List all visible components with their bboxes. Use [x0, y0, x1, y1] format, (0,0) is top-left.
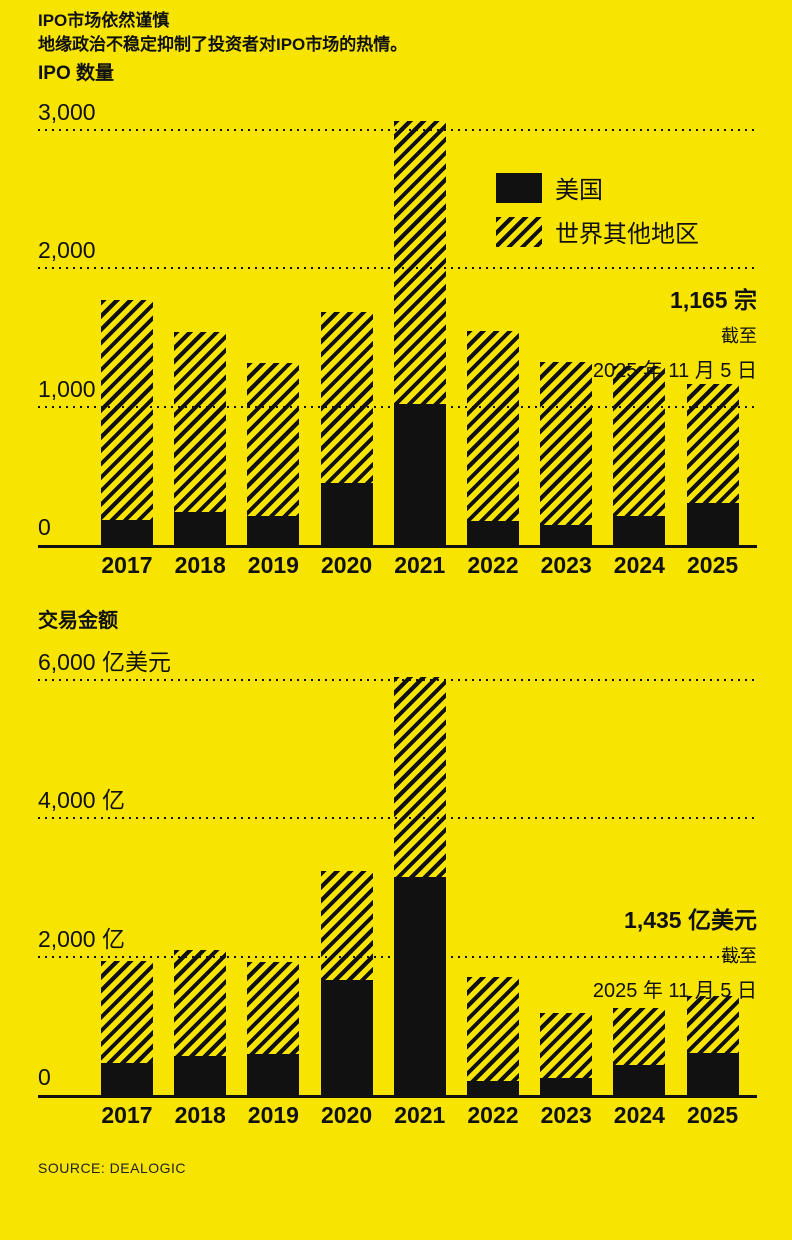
bar-us-2023 — [540, 524, 593, 545]
x-tick-label-2024: 2024 — [613, 552, 665, 578]
bar-us-2019 — [247, 1054, 300, 1095]
bar-us-2023 — [540, 1077, 593, 1095]
x-tick-label-2020: 2020 — [321, 552, 373, 578]
bar-rest-of-world-2020 — [320, 871, 373, 981]
chart2-annotation-value: 1,435 亿美元 — [624, 907, 757, 933]
legend: 美国 世界其他地区 — [496, 170, 699, 258]
x-tick-label-2018: 2018 — [174, 552, 226, 578]
x-tick-label-2019: 2019 — [247, 552, 299, 578]
y-tick-label: 1,000 — [38, 375, 96, 402]
x-tick-label-2018: 2018 — [174, 1102, 226, 1128]
legend-swatch-us-icon — [496, 172, 542, 203]
chart2-annotation: 1,435 亿美元 截至 2025 年 11 月 5 日 — [593, 901, 757, 1003]
bar-us-2025 — [686, 1053, 739, 1095]
y-tick-label: 2,000 — [38, 237, 96, 263]
legend-label-us: 美国 — [555, 177, 603, 204]
legend-item-us: 美国 — [496, 170, 699, 205]
bar-us-2024 — [613, 515, 666, 545]
bar-rest-of-world-2024 — [613, 1008, 666, 1066]
x-axis-line — [38, 1095, 757, 1098]
chart1-annotation-asof: 截至 — [721, 326, 757, 346]
bar-rest-of-world-2023 — [540, 362, 593, 525]
bar-rest-of-world-2019 — [247, 362, 300, 516]
legend-label-rest-of-world: 世界其他地区 — [555, 221, 699, 248]
bar-rest-of-world-2018 — [174, 950, 227, 1056]
x-tick-label-2021: 2021 — [394, 1102, 446, 1128]
bar-rest-of-world-2020 — [320, 312, 373, 483]
bar-rest-of-world-2022 — [467, 331, 519, 522]
bar-us-2024 — [613, 1065, 666, 1095]
chart1-annotation-date: 2025 年 11 月 5 日 — [592, 360, 757, 382]
x-tick-label-2019: 2019 — [247, 1102, 299, 1128]
bar-us-2025 — [686, 503, 739, 545]
x-tick-label-2023: 2023 — [540, 1102, 592, 1128]
bar-rest-of-world-2025 — [686, 995, 739, 1054]
x-tick-label-2017: 2017 — [101, 1102, 153, 1128]
bar-us-2017 — [101, 520, 153, 545]
bar-us-2018 — [174, 1055, 227, 1095]
bar-us-2017 — [101, 1063, 153, 1095]
chart2-title: 交易金额 — [38, 610, 118, 632]
bar-us-2020 — [320, 482, 373, 545]
x-tick-label-2025: 2025 — [687, 1102, 739, 1128]
bar-rest-of-world-2021 — [393, 121, 446, 404]
bar-rest-of-world-2018 — [174, 332, 227, 513]
x-tick-label-2025: 2025 — [687, 552, 739, 578]
bar-rest-of-world-2025 — [686, 383, 739, 504]
bar-us-2021 — [393, 876, 446, 1095]
y-tick-label: 6,000 亿美元 — [38, 648, 171, 675]
y-tick-label: 0 — [38, 514, 51, 540]
page-subtitle: 地缘政治不稳定抑制了投资者对IPO市场的热情。 — [38, 35, 408, 54]
bar-rest-of-world-2024 — [613, 365, 666, 516]
x-tick-label-2022: 2022 — [467, 1102, 519, 1128]
bar-rest-of-world-2021 — [393, 676, 446, 877]
y-tick-label: 0 — [38, 1064, 51, 1090]
chart1-title: IPO 数量 — [38, 63, 115, 84]
chart2-annotation-date: 2025 年 11 月 5 日 — [592, 980, 757, 1002]
x-tick-label-2022: 2022 — [467, 552, 519, 578]
legend-swatch-rest-of-world-icon — [496, 216, 542, 247]
x-tick-label-2023: 2023 — [540, 552, 592, 578]
bar-rest-of-world-2019 — [247, 962, 300, 1055]
bar-rest-of-world-2017 — [101, 299, 153, 521]
bar-us-2020 — [320, 980, 373, 1095]
bar-us-2021 — [393, 403, 446, 545]
bar-us-2019 — [247, 515, 300, 545]
x-tick-label-2020: 2020 — [321, 1102, 373, 1128]
x-tick-label-2017: 2017 — [101, 552, 153, 578]
chart2-annotation-asof: 截至 — [721, 946, 757, 966]
bar-us-2022 — [467, 1081, 519, 1095]
source-note: SOURCE: DEALOGIC — [38, 1160, 187, 1176]
bar-us-2018 — [174, 512, 227, 545]
chart1-annotation-value: 1,165 宗 — [670, 287, 757, 313]
y-tick-label: 2,000 亿 — [38, 925, 125, 952]
bar-us-2022 — [467, 521, 519, 545]
y-tick-label: 4,000 亿 — [38, 787, 125, 813]
bar-rest-of-world-2022 — [467, 977, 519, 1082]
page-title: IPO市场依然谨慎 — [38, 11, 170, 30]
x-tick-label-2021: 2021 — [394, 552, 446, 578]
y-tick-label: 3,000 — [38, 98, 96, 125]
x-tick-label-2024: 2024 — [613, 1102, 665, 1128]
bar-rest-of-world-2023 — [540, 1012, 593, 1078]
legend-item-rest-of-world: 世界其他地区 — [496, 214, 699, 249]
x-axis-line — [38, 545, 757, 548]
chart1-annotation: 1,165 宗 截至 2025 年 11 月 5 日 — [593, 281, 757, 383]
bar-rest-of-world-2017 — [101, 960, 153, 1064]
